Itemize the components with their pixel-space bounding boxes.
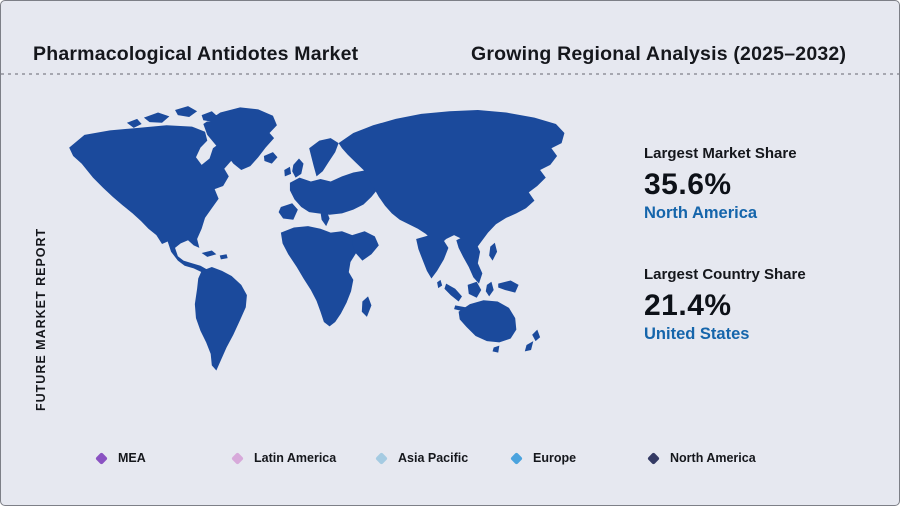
legend-label-mea: MEA xyxy=(118,451,146,465)
stat-country-share: Largest Country Share 21.4% United State… xyxy=(644,266,894,344)
page-title: Pharmacological Antidotes Market xyxy=(33,43,359,65)
legend-diamond-europe xyxy=(510,451,523,465)
world-map xyxy=(59,87,625,419)
legend-item-north-america: North America xyxy=(647,449,756,467)
dotted-divider xyxy=(1,73,899,75)
stat-country-share-region: United States xyxy=(644,325,750,343)
legend-item-asia-pacific: Asia Pacific xyxy=(375,449,469,467)
map-north-america xyxy=(69,106,278,276)
map-oceania xyxy=(458,280,541,353)
map-asia xyxy=(338,109,565,315)
map-europe xyxy=(278,138,379,227)
map-africa xyxy=(280,226,372,327)
stat-market-share-label: Largest Market Share xyxy=(644,145,797,162)
stat-market-share: Largest Market Share 35.6% North America xyxy=(644,145,894,223)
world-map-svg xyxy=(69,106,565,371)
page-subtitle: Growing Regional Analysis (2025–2032) xyxy=(471,43,847,65)
legend-diamond-mea xyxy=(95,451,108,465)
stat-market-share-region: North America xyxy=(644,204,758,222)
legend-label-asia-pacific: Asia Pacific xyxy=(398,451,469,465)
legend-label-europe: Europe xyxy=(533,451,577,465)
brand-vertical-label: FUTURE MARKET REPORT xyxy=(34,227,48,411)
stat-market-share-value: 35.6% xyxy=(644,168,732,201)
legend-item-latin-america: Latin America xyxy=(231,449,337,467)
legend-item-europe: Europe xyxy=(510,449,577,467)
stat-country-share-value: 21.4% xyxy=(644,289,732,322)
legend-diamond-north-america xyxy=(647,451,660,465)
legend-label-latin-america: Latin America xyxy=(254,451,337,465)
legend-item-mea: MEA xyxy=(95,449,146,467)
map-south-america xyxy=(194,267,247,371)
legend-diamond-asia-pacific xyxy=(375,451,388,465)
legend-diamond-latin-america xyxy=(231,451,244,465)
legend-label-north-america: North America xyxy=(670,451,756,465)
stat-country-share-label: Largest Country Share xyxy=(644,266,806,283)
